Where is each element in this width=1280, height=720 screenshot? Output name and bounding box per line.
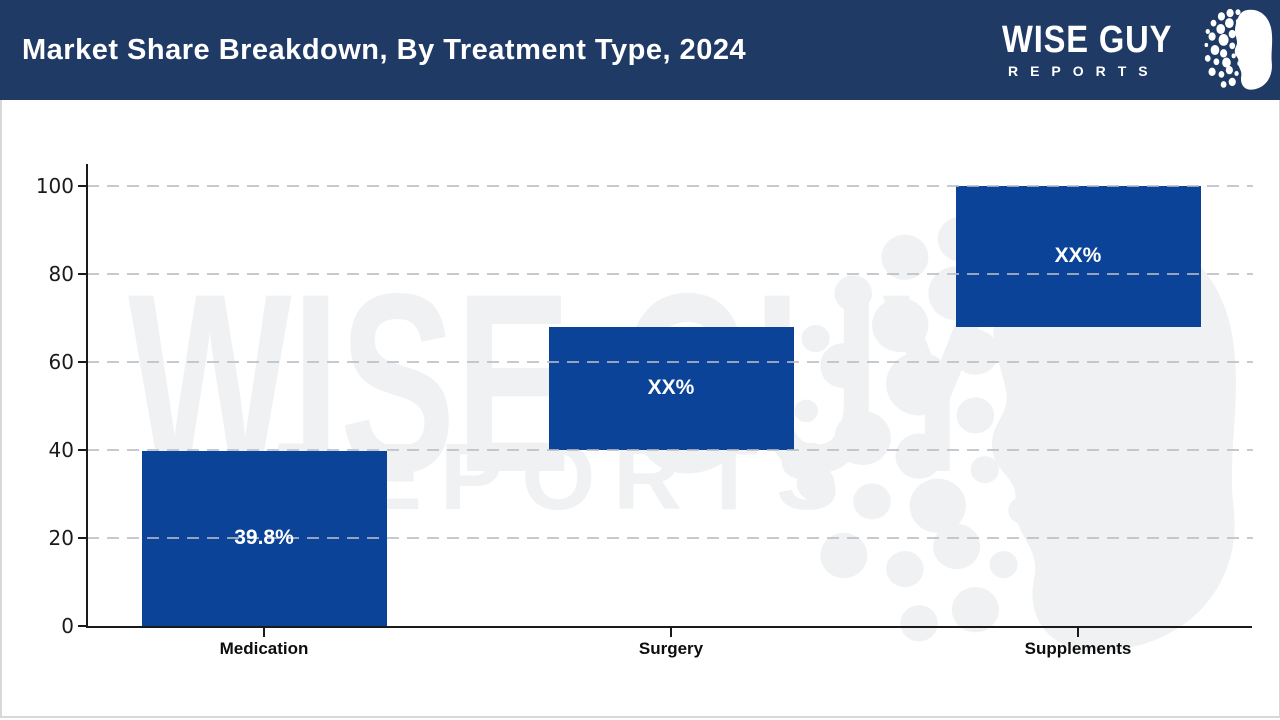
y-tick xyxy=(78,625,87,627)
y-tick xyxy=(78,537,87,539)
logo-text: WISE GUY REPORTS xyxy=(1002,21,1200,79)
wise-guy-reports-logo: WISE GUY REPORTS xyxy=(1002,8,1274,92)
x-tick-label-medication: Medication xyxy=(219,639,309,658)
x-tick-label-supplements: Supplements xyxy=(1024,639,1132,658)
x-tick-label-surgery: Surgery xyxy=(638,639,704,658)
y-tick-label: 40 xyxy=(48,438,74,462)
gridline-20 xyxy=(87,537,1253,539)
chart-header: Market Share Breakdown, By Treatment Typ… xyxy=(0,0,1280,100)
x-tick-medication xyxy=(263,628,265,637)
x-tick-surgery xyxy=(670,628,672,637)
bar-supplements xyxy=(955,186,1201,327)
logo-reports-text: REPORTS xyxy=(1007,63,1160,79)
y-axis-line xyxy=(86,164,88,628)
bar-surgery xyxy=(548,326,794,450)
y-tick-label: 0 xyxy=(61,614,74,638)
gridline-40 xyxy=(87,449,1253,451)
y-tick xyxy=(78,185,87,187)
gridline-60 xyxy=(87,361,1253,363)
bar-value-label-surgery: XX% xyxy=(647,376,695,400)
y-tick xyxy=(78,273,87,275)
y-tick xyxy=(78,449,87,451)
chart-title: Market Share Breakdown, By Treatment Typ… xyxy=(22,33,747,66)
x-tick-supplements xyxy=(1077,628,1079,637)
gridline-80 xyxy=(87,273,1253,275)
bar-value-label-supplements: XX% xyxy=(1054,244,1102,268)
y-tick-label: 100 xyxy=(35,174,74,198)
y-tick-label: 20 xyxy=(48,526,74,550)
logo-face-icon xyxy=(1202,8,1274,92)
gridline-100 xyxy=(87,185,1253,187)
logo-wordmark: WISE GUY xyxy=(1001,19,1173,61)
x-axis-line xyxy=(86,626,1252,628)
y-tick-label: 60 xyxy=(48,350,74,374)
y-tick xyxy=(78,361,87,363)
bar-value-label-medication: 39.8% xyxy=(234,526,294,550)
y-tick-label: 80 xyxy=(48,262,74,286)
